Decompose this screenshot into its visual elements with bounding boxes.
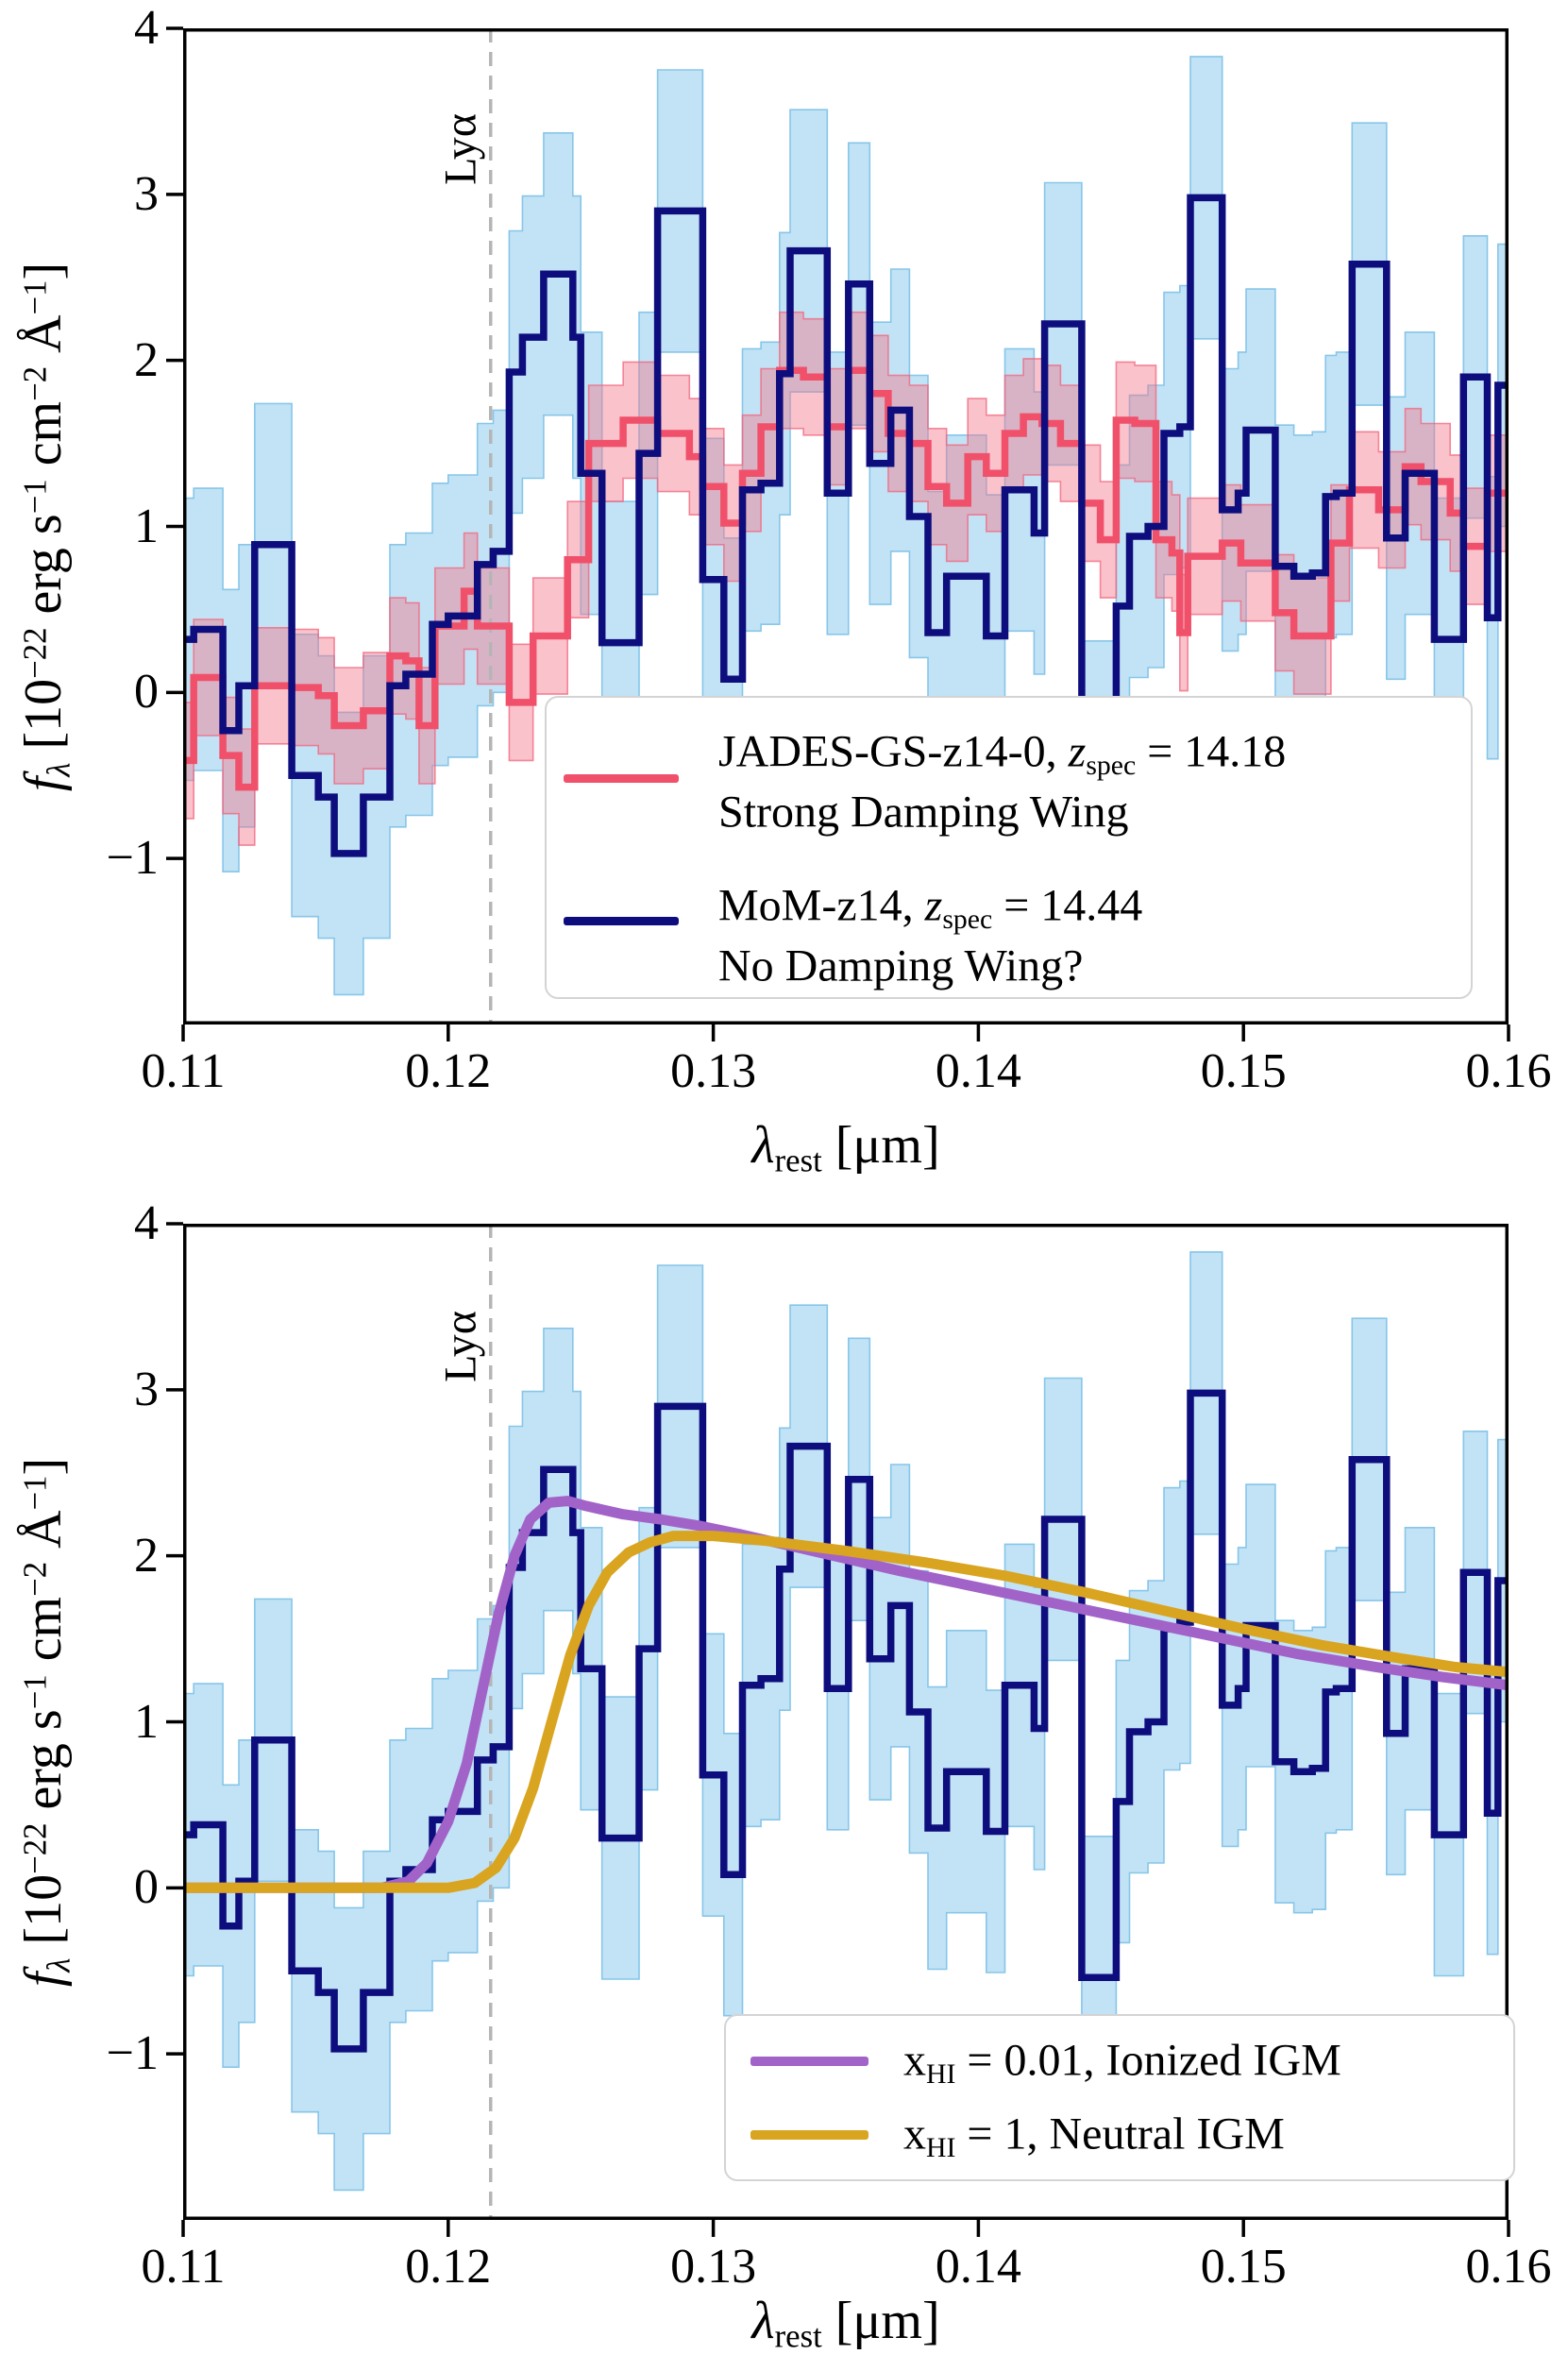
x-tick-label: 0.16 <box>1465 2240 1552 2294</box>
y-tick-label: 2 <box>134 1528 159 1583</box>
x-tick-label: 0.13 <box>670 1044 757 1098</box>
mom_z14-uncertainty-band <box>183 1251 1509 2192</box>
y-tick-label: 1 <box>134 1694 159 1749</box>
y-tick-label: 0 <box>134 665 159 720</box>
lya-annotation-top: Lyα <box>435 113 486 185</box>
x-tick-label: 0.13 <box>670 2240 757 2294</box>
legend-swatch-mom <box>564 917 679 925</box>
legend-swatch-jades <box>564 774 679 783</box>
neutral-igm-model-curve <box>183 1531 1509 1893</box>
y-tick-label: 2 <box>134 332 159 387</box>
legend-label-mom-line1: MoM-z14, zspec = 14.44 <box>718 880 1143 936</box>
legend-label-jades-line1: JADES-GS-z14-0, zspec = 14.18 <box>718 726 1287 782</box>
bottom-panel-plot <box>166 1222 1510 2237</box>
x-tick-label: 0.15 <box>1200 2240 1287 2294</box>
mom_z14-spectrum-line <box>183 194 1509 857</box>
x-tick-label: 0.14 <box>935 2240 1021 2294</box>
legend-top: JADES-GS-z14-0, zspec = 14.18 Strong Dam… <box>545 696 1473 999</box>
x-tick-label: 0.12 <box>405 1044 492 1098</box>
lya-annotation-bottom: Lyα <box>435 1311 486 1382</box>
x-tick-label: 0.16 <box>1465 1044 1552 1098</box>
y-tick-label: 3 <box>134 1362 159 1416</box>
legend-label-jades-line2: Strong Damping Wing <box>718 787 1129 838</box>
plot-data-layer <box>183 1224 1509 2220</box>
x-axis-label-top: λrest [μm] <box>751 1116 940 1179</box>
legend-swatch-ionized <box>750 2057 868 2066</box>
axes-spines <box>183 28 1509 1025</box>
x-tick-label: 0.15 <box>1200 1044 1287 1098</box>
ylabel-sub: λ <box>40 762 77 777</box>
x-tick-label: 0.11 <box>141 2240 226 2294</box>
legend-swatch-neutral <box>750 2130 868 2140</box>
x-tick-label: 0.14 <box>935 1044 1021 1098</box>
x-tick-label: 0.11 <box>141 1044 226 1098</box>
y-tick-label: 3 <box>134 166 159 221</box>
y-tick-label: 4 <box>134 1196 159 1250</box>
axes-spines <box>183 1224 1509 2220</box>
y-tick-label: −1 <box>106 2026 159 2081</box>
y-tick-label: 1 <box>134 499 159 553</box>
x-axis-label-bottom: λrest [μm] <box>751 2292 940 2354</box>
y-tick-label: −1 <box>106 831 159 886</box>
legend-label-ionized: xHI = 0.01, Ionized IGM <box>903 2035 1341 2091</box>
x-tick-label: 0.12 <box>405 2240 492 2294</box>
y-tick-label: 0 <box>134 1860 159 1915</box>
legend-label-mom-line2: No Damping Wing? <box>718 940 1084 991</box>
jades_gs_z14_0-spectrum-line <box>183 366 1509 791</box>
y-tick-label: 4 <box>134 1 159 55</box>
top-panel-plot <box>166 26 1510 1042</box>
legend-bottom: xHI = 0.01, Ionized IGM xHI = 1, Neutral… <box>724 2014 1515 2181</box>
legend-label-neutral: xHI = 1, Neutral IGM <box>903 2108 1285 2164</box>
jades_gs_z14_0-uncertainty-band <box>183 311 1509 846</box>
ionized-igm-model-curve <box>183 1496 1509 1893</box>
ylabel-f: f <box>14 776 73 792</box>
